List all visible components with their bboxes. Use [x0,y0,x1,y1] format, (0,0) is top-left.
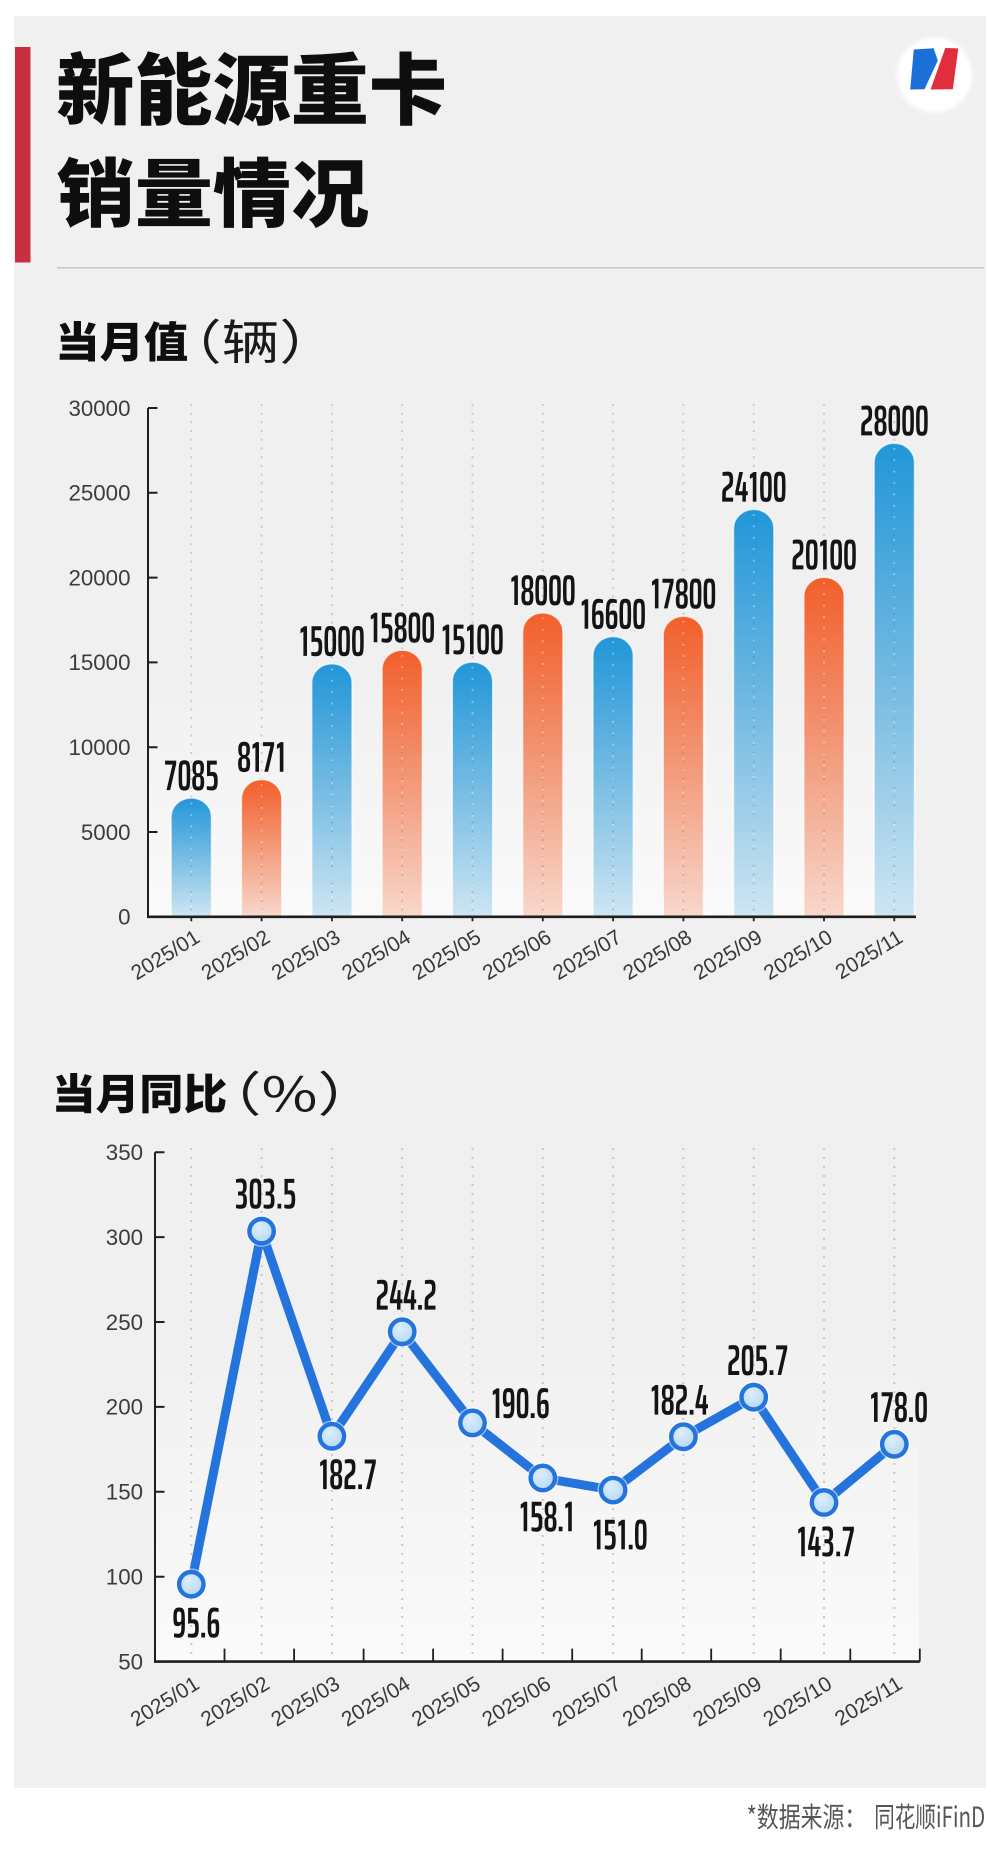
svg-text:350: 350 [106,1140,143,1165]
svg-text:200: 200 [106,1395,143,1420]
svg-text:15000: 15000 [68,650,130,675]
svg-text:25000: 25000 [68,481,130,506]
svg-text:150: 150 [106,1480,143,1505]
svg-text:5000: 5000 [81,820,131,845]
svg-text:30000: 30000 [68,396,130,421]
svg-text:300: 300 [106,1225,143,1250]
svg-text:100: 100 [106,1565,143,1590]
svg-text:250: 250 [106,1310,143,1335]
svg-text:0: 0 [118,905,130,930]
svg-text:20000: 20000 [68,565,130,590]
svg-text:10000: 10000 [68,735,130,760]
svg-text:50: 50 [118,1649,143,1674]
